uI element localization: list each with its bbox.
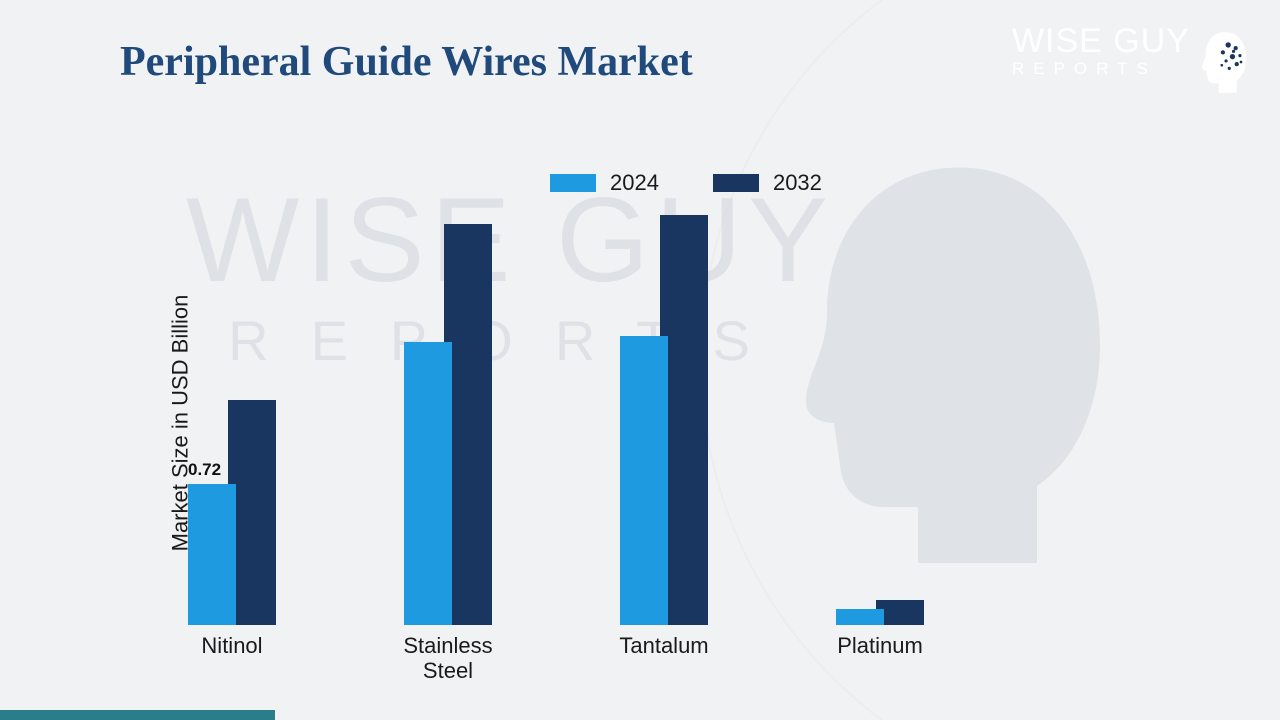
bar: [620, 336, 668, 625]
bar: [404, 342, 452, 625]
brand-line1: WISE GUY: [1012, 24, 1190, 58]
bar-value-label: 0.72: [188, 460, 221, 480]
brand-logo: WISE GUY REPORTS: [1012, 24, 1254, 77]
x-axis-category-label: Nitinol: [142, 633, 322, 658]
accent-bar: [0, 710, 275, 720]
x-axis-category-label: Platinum: [790, 633, 970, 658]
bar: [188, 484, 236, 625]
brand-head-icon: [1196, 30, 1254, 94]
brand-line2: REPORTS: [1012, 60, 1190, 77]
chart: Market Size in USD Billion Nitinol0.72St…: [92, 165, 922, 680]
x-axis-category-label: StainlessSteel: [358, 633, 538, 684]
bar: [836, 609, 884, 625]
plot-area: Nitinol0.72StainlessSteelTantalumPlatinu…: [146, 195, 916, 625]
page: WISE GUY REPORTS Peripheral Guide Wires …: [0, 0, 1280, 720]
chart-title: Peripheral Guide Wires Market: [120, 38, 693, 86]
x-axis-category-label: Tantalum: [574, 633, 754, 658]
